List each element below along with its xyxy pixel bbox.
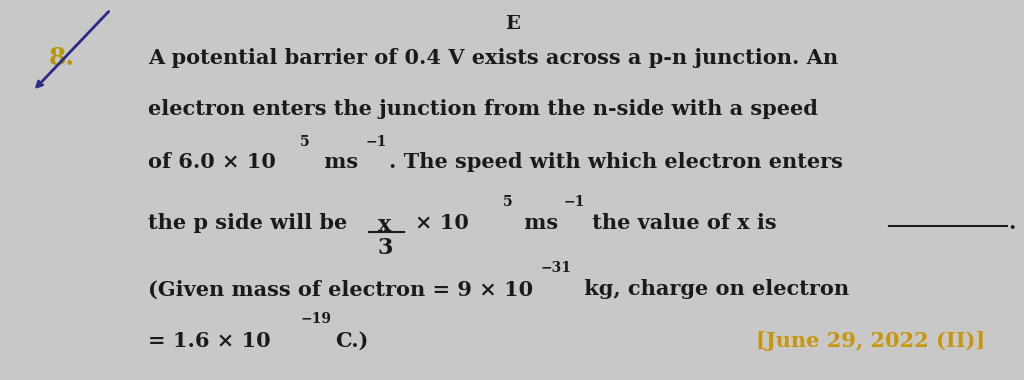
Text: ms: ms xyxy=(317,152,358,172)
Text: ms: ms xyxy=(517,213,558,233)
Text: of 6.0 × 10: of 6.0 × 10 xyxy=(148,152,276,172)
Text: −1: −1 xyxy=(563,195,585,209)
Text: 5: 5 xyxy=(300,135,309,149)
Text: 8.: 8. xyxy=(49,46,75,70)
Text: A potential barrier of 0.4 V exists across a p-n junction. An: A potential barrier of 0.4 V exists acro… xyxy=(148,48,839,68)
Text: × 10: × 10 xyxy=(415,213,469,233)
Text: 3: 3 xyxy=(378,238,393,260)
Text: . The speed with which electron enters: . The speed with which electron enters xyxy=(389,152,843,172)
Text: −31: −31 xyxy=(541,261,571,275)
Text: kg, charge on electron: kg, charge on electron xyxy=(577,279,849,299)
Text: (Given mass of electron = 9 × 10: (Given mass of electron = 9 × 10 xyxy=(148,279,534,299)
Text: the p side will be: the p side will be xyxy=(148,213,355,233)
Text: .: . xyxy=(1009,213,1016,233)
Text: x: x xyxy=(378,214,391,236)
Text: E: E xyxy=(505,15,519,33)
Text: 5: 5 xyxy=(503,195,512,209)
Text: = 1.6 × 10: = 1.6 × 10 xyxy=(148,331,271,351)
Text: the value of x is: the value of x is xyxy=(585,213,776,233)
Text: electron enters the junction from the n-side with a speed: electron enters the junction from the n-… xyxy=(148,99,818,119)
Text: C.): C.) xyxy=(335,331,369,351)
Text: [June 29, 2022 (II)]: [June 29, 2022 (II)] xyxy=(756,331,985,351)
Text: −1: −1 xyxy=(366,135,387,149)
Text: −19: −19 xyxy=(300,312,331,326)
